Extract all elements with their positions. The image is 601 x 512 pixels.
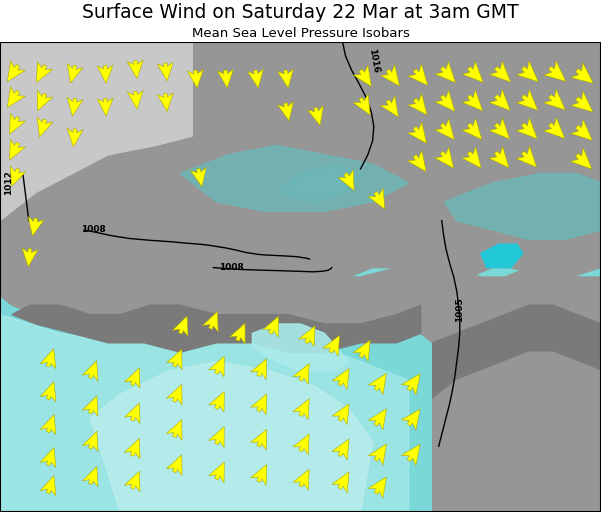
Text: 1005: 1005 xyxy=(456,297,464,322)
Polygon shape xyxy=(433,305,601,512)
Polygon shape xyxy=(276,164,361,202)
Text: Mean Sea Level Pressure Isobars: Mean Sea Level Pressure Isobars xyxy=(192,27,409,40)
Polygon shape xyxy=(0,314,409,512)
Polygon shape xyxy=(90,361,373,512)
Polygon shape xyxy=(180,145,409,211)
Polygon shape xyxy=(481,244,523,268)
Text: 1008: 1008 xyxy=(219,263,244,272)
Text: Surface Wind on Saturday 22 Mar at 3am GMT: Surface Wind on Saturday 22 Mar at 3am G… xyxy=(82,3,519,22)
Polygon shape xyxy=(0,42,601,286)
Polygon shape xyxy=(252,324,349,371)
Text: 1016: 1016 xyxy=(367,48,380,74)
Polygon shape xyxy=(433,352,601,512)
Polygon shape xyxy=(445,174,601,240)
Polygon shape xyxy=(0,42,192,221)
Text: 1008: 1008 xyxy=(81,225,106,234)
Text: 1012: 1012 xyxy=(5,170,13,196)
Polygon shape xyxy=(12,305,421,352)
Polygon shape xyxy=(0,221,601,399)
